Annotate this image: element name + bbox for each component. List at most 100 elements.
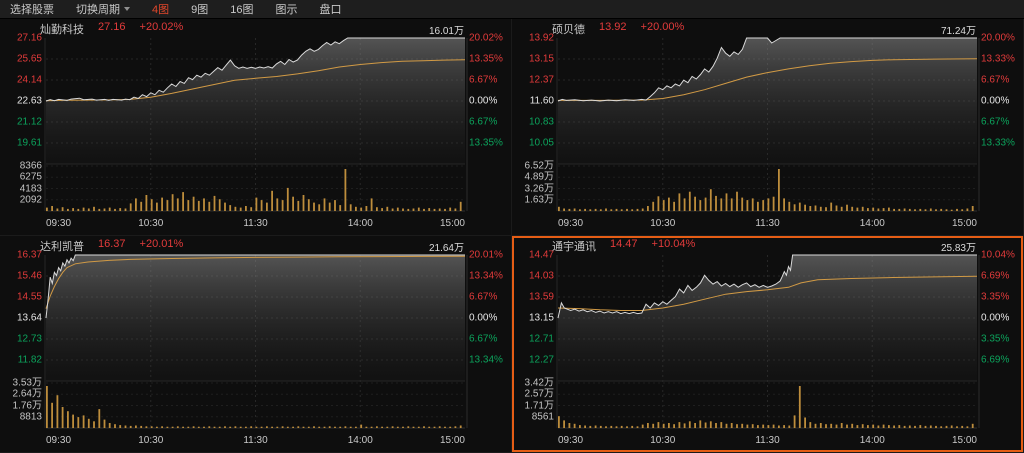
volume-bar: [103, 419, 106, 428]
volume-bar: [757, 201, 759, 211]
volume-bar: [563, 208, 565, 211]
volume-bar: [276, 198, 279, 211]
chart-canvas: [44, 37, 468, 212]
volume-bar: [239, 426, 242, 428]
volume-bar: [82, 415, 85, 428]
price-area-fill: [46, 38, 465, 164]
volume-bar: [636, 208, 639, 211]
volume-bar: [266, 426, 268, 428]
toolbar-item-order-book[interactable]: 盘口: [320, 1, 342, 17]
y-axis-percent-label: 6.67%: [981, 74, 1010, 86]
volume-bar: [872, 424, 875, 428]
panel-header: 达利凯普 16.37 +20.01%: [40, 238, 183, 254]
volume-bar: [673, 201, 675, 211]
y-axis-percent-label: 13.35%: [469, 53, 503, 65]
volume-bar: [339, 205, 342, 211]
volume-bar: [778, 169, 780, 211]
volume-bar: [224, 202, 226, 211]
stock-panel-3[interactable]: 通宇通讯 14.47 +10.04% 25.83万 14.47 10.04% 14.…: [512, 236, 1024, 453]
volume-bar: [877, 208, 880, 211]
volume-bar: [683, 198, 686, 211]
volume-bar: [438, 208, 441, 211]
volume-bar: [208, 201, 211, 211]
volume-bar: [804, 204, 806, 211]
volume-bar: [292, 196, 294, 211]
volume-bar: [888, 425, 890, 428]
volume-bar: [736, 191, 738, 211]
volume-bar: [72, 414, 74, 428]
toolbar-item-switch-period[interactable]: 切换周期: [76, 1, 130, 17]
volume-bar: [98, 409, 101, 428]
volume-bar: [751, 198, 754, 211]
volume-bars: [46, 386, 462, 428]
toolbar-item-grid-16[interactable]: 16图: [230, 1, 253, 17]
toolbar-item-select-stock[interactable]: 选择股票: [10, 1, 54, 17]
volume-bar: [903, 425, 906, 428]
volume-bar: [108, 423, 111, 428]
volume-bar: [730, 423, 733, 428]
chart-canvas: [556, 254, 980, 429]
total-volume-label: 25.83万: [940, 243, 976, 254]
price-line: [557, 254, 977, 319]
volume-bar: [250, 207, 253, 211]
toolbar-item-grid-4[interactable]: 4图: [152, 1, 169, 17]
volume-bar: [882, 208, 885, 211]
volume-bar: [688, 191, 691, 211]
toolbar-item-legend[interactable]: 图示: [276, 1, 298, 17]
total-volume-label: 21.64万: [428, 243, 464, 254]
volume-bar: [140, 201, 143, 211]
volume-bar: [704, 422, 707, 428]
volume-bar: [67, 208, 69, 211]
volume-bar: [610, 425, 613, 428]
y-axis-percent-label: 6.67%: [469, 291, 498, 303]
volume-bar: [318, 426, 321, 428]
volume-bar: [77, 417, 80, 428]
volume-bar: [129, 425, 132, 428]
volume-bar: [741, 197, 744, 211]
time-axis-label: 11:30: [755, 218, 780, 229]
volume-bar: [856, 425, 859, 428]
y-axis-price-label: 25.65: [16, 53, 42, 65]
time-axis-label: 10:30: [138, 435, 164, 446]
volume-bar: [950, 425, 953, 428]
y-axis-price-label: 24.14: [16, 74, 42, 86]
time-axis-label: 15:00: [439, 218, 465, 229]
toolbar-item-grid-9[interactable]: 9图: [191, 1, 208, 17]
volume-bar: [176, 426, 179, 428]
volume-bar: [145, 195, 148, 211]
volume-bar: [459, 201, 462, 211]
volume-bar: [662, 200, 665, 211]
stock-change-percent: +20.00%: [640, 21, 685, 33]
volume-bar: [114, 208, 116, 211]
volume-bar: [297, 426, 300, 428]
volume-bar: [683, 423, 686, 428]
y-axis-percent-label: 6.69%: [981, 270, 1010, 282]
volume-bar: [599, 209, 602, 211]
volume-bar: [688, 421, 691, 428]
volume-bar: [197, 200, 200, 211]
volume-bar: [673, 424, 675, 428]
volume-bar: [396, 207, 399, 211]
volume-bar: [218, 426, 221, 428]
volume-bar: [156, 426, 158, 428]
intraday-chart: 27.16 20.02% 25.65 13.35% 24.14 6.67% 22.63 0.0…: [0, 19, 511, 235]
volume-bar: [376, 426, 378, 428]
stock-panel-0[interactable]: 灿勤科技 27.16 +20.02% 16.01万 27.16 20.02% 25.…: [0, 19, 512, 236]
stock-panel-2[interactable]: 达利凯普 16.37 +20.01% 21.64万 16.37 20.01% 15.…: [0, 236, 512, 453]
price-line: [45, 37, 465, 102]
volume-bar: [124, 425, 127, 428]
volume-bar: [260, 426, 263, 428]
volume-bar: [757, 425, 759, 428]
volume-bar: [459, 425, 462, 428]
volume-bar: [856, 207, 859, 211]
volume-bar: [323, 426, 326, 428]
price-line: [45, 254, 465, 319]
stock-name: 达利凯普: [40, 241, 84, 253]
stock-panel-1[interactable]: 硕贝德 13.92 +20.00% 71.24万 13.92 20.00% 13.1…: [512, 19, 1024, 236]
volume-bar: [297, 200, 300, 211]
time-axis-label: 11:30: [243, 218, 268, 229]
volume-bar: [935, 425, 937, 428]
volume-bar: [349, 426, 352, 428]
volume-bar: [893, 425, 895, 428]
volume-bar: [804, 417, 806, 428]
